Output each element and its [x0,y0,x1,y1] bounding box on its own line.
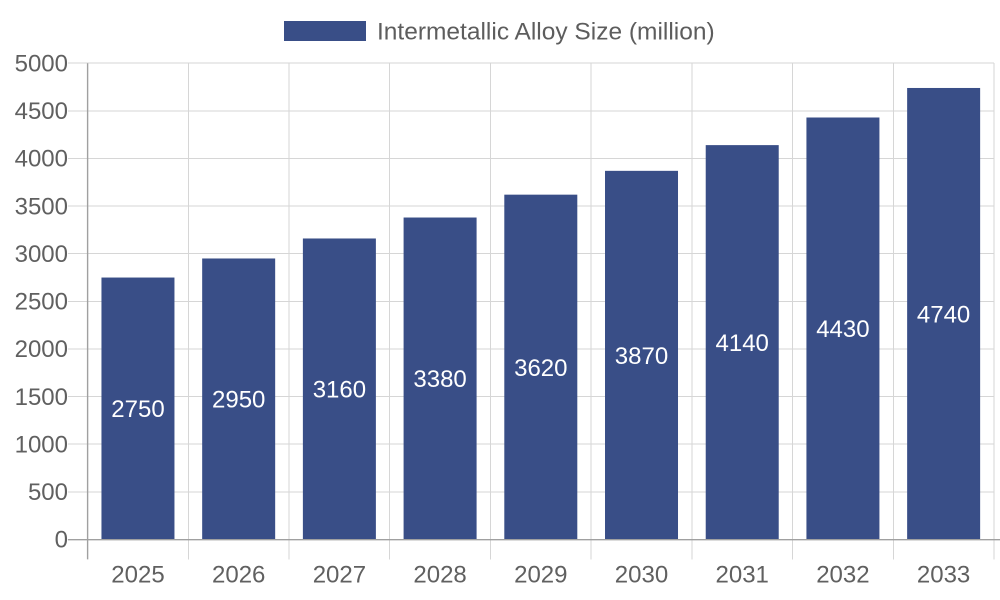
svg-text:2030: 2030 [615,561,668,588]
svg-text:2950: 2950 [212,387,265,414]
svg-text:3160: 3160 [313,377,366,404]
svg-text:4140: 4140 [716,330,769,357]
svg-text:5000: 5000 [15,50,68,77]
svg-text:2028: 2028 [413,561,466,588]
svg-text:2500: 2500 [15,289,68,316]
svg-text:3500: 3500 [15,193,68,220]
svg-text:4500: 4500 [15,98,68,125]
svg-text:2025: 2025 [111,561,164,588]
svg-text:4740: 4740 [917,301,970,328]
svg-text:0: 0 [55,527,68,554]
svg-text:4000: 4000 [15,146,68,173]
svg-text:2000: 2000 [15,336,68,363]
svg-text:2032: 2032 [816,561,869,588]
svg-text:3870: 3870 [615,343,668,370]
svg-text:3380: 3380 [413,366,466,393]
svg-text:2033: 2033 [917,561,970,588]
svg-text:Intermetallic Alloy Size (mill: Intermetallic Alloy Size (million) [377,19,715,46]
svg-text:2027: 2027 [313,561,366,588]
svg-text:2029: 2029 [514,561,567,588]
svg-text:3620: 3620 [514,355,567,382]
svg-text:2750: 2750 [111,396,164,423]
svg-text:3000: 3000 [15,241,68,268]
svg-text:1000: 1000 [15,431,68,458]
svg-text:2031: 2031 [716,561,769,588]
svg-text:4430: 4430 [816,316,869,343]
svg-text:2026: 2026 [212,561,265,588]
svg-text:1500: 1500 [15,384,68,411]
svg-text:500: 500 [28,479,68,506]
